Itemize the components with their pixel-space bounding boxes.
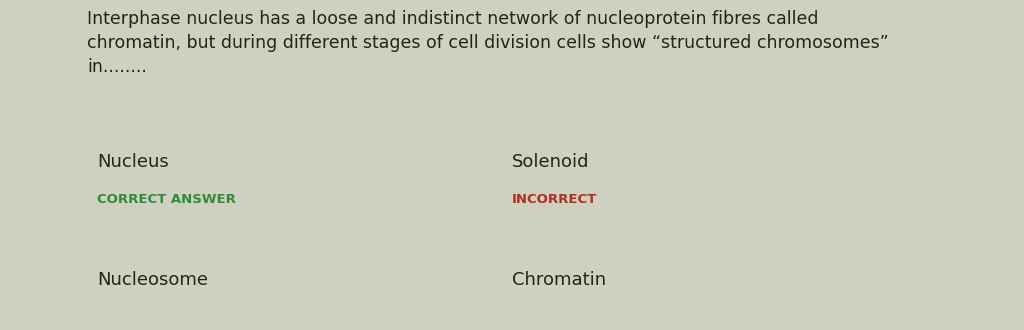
Text: Nucleus: Nucleus — [97, 153, 169, 172]
Text: Nucleosome: Nucleosome — [97, 271, 208, 289]
Text: Solenoid: Solenoid — [512, 153, 590, 172]
Text: INCORRECT: INCORRECT — [512, 193, 597, 206]
Text: Chromatin: Chromatin — [512, 271, 606, 289]
Text: CORRECT ANSWER: CORRECT ANSWER — [97, 193, 237, 206]
Text: Interphase nucleus has a loose and indistinct network of nucleoprotein fibres ca: Interphase nucleus has a loose and indis… — [87, 10, 889, 77]
